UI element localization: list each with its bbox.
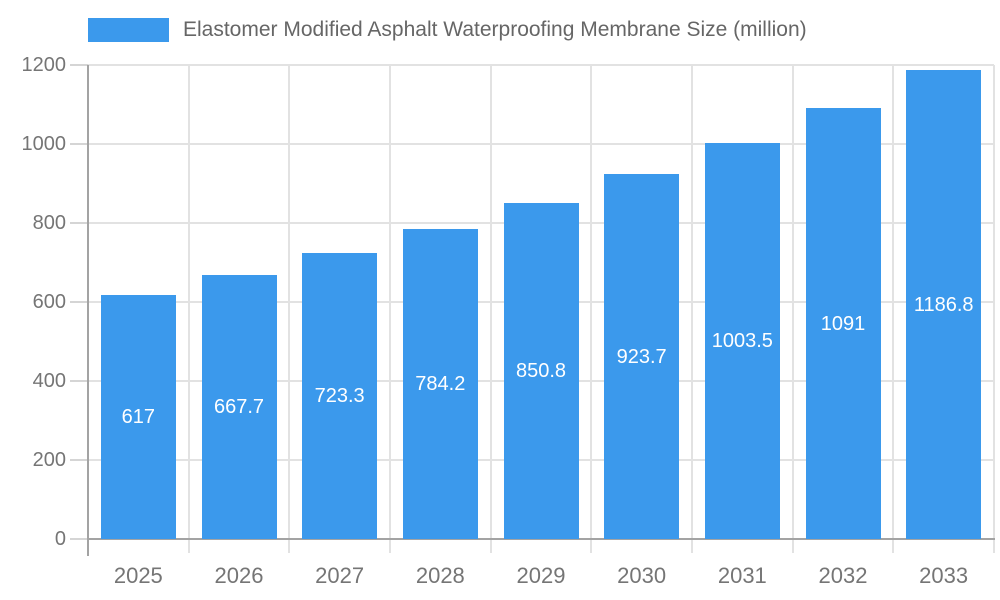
bar-value-label: 667.7 — [213, 396, 265, 419]
x-tick-label: 2033 — [919, 563, 969, 588]
bar[interactable] — [704, 142, 780, 539]
x-tick-label: 2025 — [113, 563, 163, 588]
x-tick-label: 2029 — [516, 563, 566, 588]
y-tick — [70, 64, 88, 66]
bar[interactable] — [503, 202, 579, 539]
bar-value-label: 1186.8 — [913, 293, 974, 316]
v-gridline — [590, 65, 593, 553]
v-gridline — [993, 65, 995, 553]
x-axis-line — [87, 538, 995, 540]
bar-value-label: 723.3 — [314, 385, 365, 408]
bar-value-label: 1003.5 — [711, 329, 773, 352]
y-tick-label: 800 — [32, 212, 66, 234]
x-tick-label: 2031 — [717, 563, 767, 588]
bar-value-label: 923.7 — [616, 345, 667, 368]
y-tick — [70, 380, 88, 382]
x-tick-label: 2032 — [818, 563, 868, 588]
y-tick — [70, 459, 88, 461]
bar[interactable] — [906, 70, 982, 539]
legend-swatch — [88, 18, 169, 42]
y-tick — [70, 222, 88, 224]
bar[interactable] — [302, 253, 378, 539]
v-gridline — [691, 65, 693, 553]
y-tick-label: 400 — [32, 370, 66, 392]
x-tick-label: 2030 — [617, 563, 667, 588]
x-tick-label: 2026 — [214, 563, 264, 588]
bar[interactable] — [805, 108, 881, 539]
bar-value-label: 784.2 — [415, 373, 466, 396]
v-gridline — [791, 65, 794, 553]
y-tick — [70, 143, 88, 145]
bar-value-label: 1091 — [820, 312, 866, 335]
bar[interactable] — [201, 275, 277, 539]
bar-value-label: 850.8 — [515, 359, 567, 382]
bar[interactable] — [604, 174, 680, 539]
h-gridline — [88, 64, 994, 66]
v-gridline — [389, 65, 391, 553]
y-tick-label: 200 — [32, 449, 66, 471]
h-gridline — [88, 143, 994, 145]
y-tick — [70, 301, 88, 303]
legend-label: Elastomer Modified Asphalt Waterproofing… — [183, 18, 807, 41]
v-gridline — [892, 65, 895, 553]
y-tick-label: 1000 — [21, 133, 67, 155]
bar-value-label: 617 — [121, 406, 156, 429]
v-gridline — [489, 65, 492, 553]
y-axis-line — [87, 65, 89, 556]
v-gridline — [187, 65, 190, 553]
x-tick-label: 2027 — [315, 563, 365, 588]
bar[interactable] — [100, 295, 176, 539]
y-tick-label: 0 — [54, 528, 66, 550]
bar[interactable] — [402, 229, 478, 539]
y-tick-label: 600 — [32, 291, 66, 313]
x-tick-label: 2028 — [415, 563, 465, 588]
y-tick — [70, 538, 88, 540]
v-gridline — [288, 65, 291, 553]
y-tick-label: 1200 — [21, 54, 67, 76]
legend[interactable]: Elastomer Modified Asphalt Waterproofing… — [88, 17, 807, 43]
